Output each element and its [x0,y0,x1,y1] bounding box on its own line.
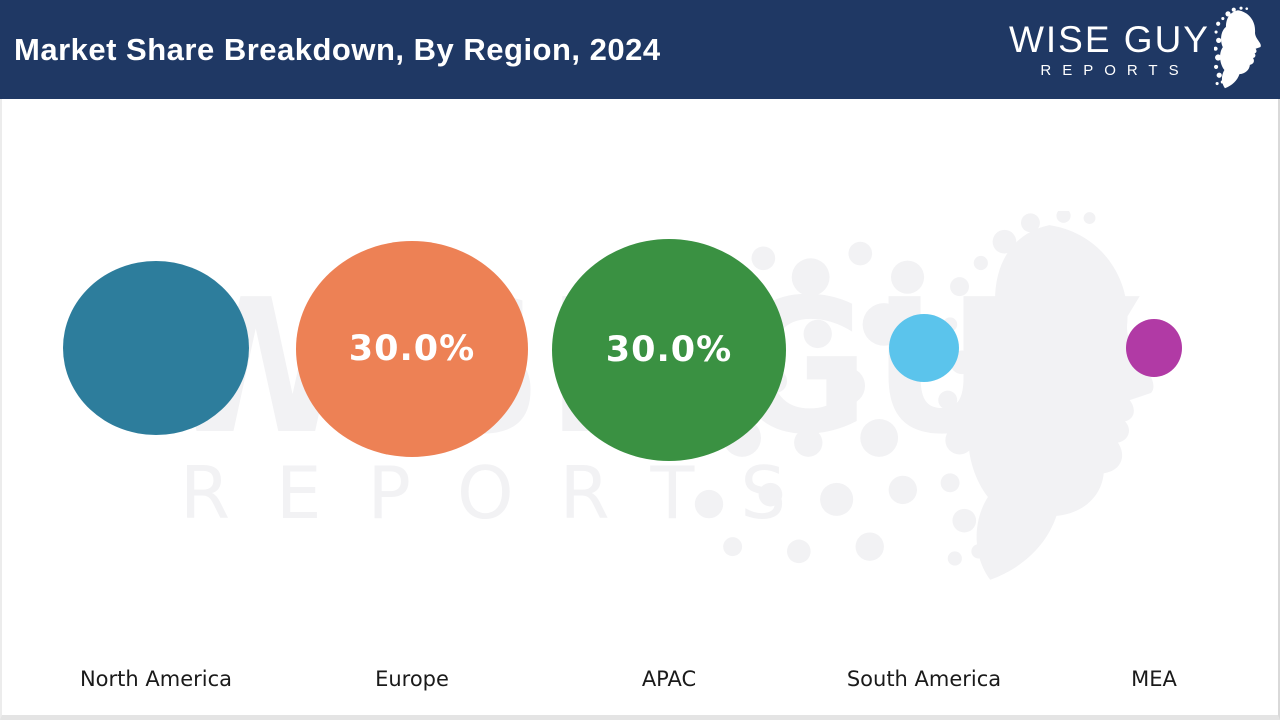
region-label-apac: APAC [641,667,697,691]
bubble-value-label: 30.0% [348,329,476,369]
logo-name: WISE GUY [1008,19,1210,60]
bubble-europe: 30.0% [296,241,528,457]
bubble-mea [1126,319,1182,377]
bubble-north-america [63,261,249,435]
page-title: Market Share Breakdown, By Region, 2024 [14,31,661,67]
bubble-value-label: 30.0% [605,330,733,370]
region-label-europe: Europe [375,667,449,691]
wiseguy-logo: WISE GUY REPORTS [1009,6,1270,94]
region-label-mea: MEA [1131,667,1177,691]
bubble-chart: WISE GUY REPORTS North America 30.0% Eur… [0,99,1280,720]
region-label-south-america: South America [846,667,1002,691]
logo-tagline: REPORTS [1040,62,1190,79]
watermark-tagline: REPORTS [180,451,833,535]
header-bar: Market Share Breakdown, By Region, 2024 … [0,0,1280,99]
wiseguy-head-icon [1214,6,1261,88]
wiseguy-logo-text: WISE GUY REPORTS [1009,21,1210,78]
region-label-north-america: North America [79,667,233,691]
bubble-apac: 30.0% [552,239,786,461]
bubble-south-america [889,314,959,382]
